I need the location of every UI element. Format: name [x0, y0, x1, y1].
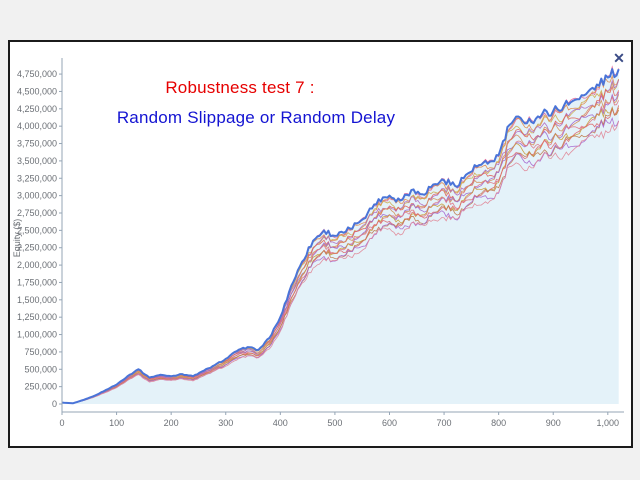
svg-text:2,500,000: 2,500,000	[17, 225, 57, 235]
svg-text:3,500,000: 3,500,000	[17, 156, 57, 166]
svg-text:2,000,000: 2,000,000	[17, 260, 57, 270]
svg-text:200: 200	[164, 418, 179, 428]
svg-text:700: 700	[437, 418, 452, 428]
svg-text:500,000: 500,000	[24, 364, 57, 374]
y-axis-label: Equity ($)	[12, 219, 22, 258]
svg-text:4,750,000: 4,750,000	[17, 69, 57, 79]
svg-text:500: 500	[327, 418, 342, 428]
svg-text:4,250,000: 4,250,000	[17, 104, 57, 114]
svg-text:2,250,000: 2,250,000	[17, 243, 57, 253]
svg-text:3,750,000: 3,750,000	[17, 139, 57, 149]
svg-text:300: 300	[218, 418, 233, 428]
svg-text:1,000,000: 1,000,000	[17, 330, 57, 340]
svg-text:1,750,000: 1,750,000	[17, 277, 57, 287]
svg-text:900: 900	[546, 418, 561, 428]
svg-text:400: 400	[273, 418, 288, 428]
svg-text:1,500,000: 1,500,000	[17, 295, 57, 305]
close-icon[interactable]: ✕	[613, 50, 625, 66]
svg-text:3,250,000: 3,250,000	[17, 173, 57, 183]
svg-text:750,000: 750,000	[24, 347, 57, 357]
svg-text:800: 800	[491, 418, 506, 428]
svg-text:0: 0	[52, 399, 57, 409]
svg-text:100: 100	[109, 418, 124, 428]
svg-text:3,000,000: 3,000,000	[17, 191, 57, 201]
svg-text:0: 0	[59, 418, 64, 428]
svg-text:1,000: 1,000	[597, 418, 620, 428]
svg-text:1,250,000: 1,250,000	[17, 312, 57, 322]
svg-text:2,750,000: 2,750,000	[17, 208, 57, 218]
svg-text:4,000,000: 4,000,000	[17, 121, 57, 131]
svg-text:250,000: 250,000	[24, 382, 57, 392]
svg-text:4,500,000: 4,500,000	[17, 86, 57, 96]
equity-chart: Equity ($) 0 250,000 500,000 750,000 1,000,0…	[12, 58, 624, 428]
svg-text:600: 600	[382, 418, 397, 428]
chart-window: Equity ($) 0 250,000 500,000 750,000 1,000,0…	[8, 40, 633, 448]
